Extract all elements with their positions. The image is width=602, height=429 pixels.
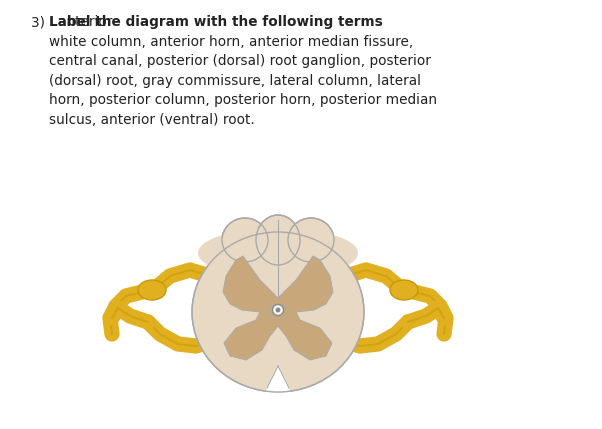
Ellipse shape [192,232,364,392]
Text: 3): 3) [31,15,50,29]
Ellipse shape [266,304,290,320]
Text: Label the diagram with the following terms: Label the diagram with the following ter… [49,15,383,29]
Ellipse shape [138,280,166,300]
Circle shape [273,305,284,315]
Polygon shape [223,256,333,360]
Text: : anterior
white column, anterior horn, anterior median fissure,
central canal, : : anterior white column, anterior horn, … [49,15,438,127]
Ellipse shape [222,218,268,262]
Ellipse shape [256,215,300,265]
Circle shape [276,308,281,312]
Ellipse shape [288,218,334,262]
Ellipse shape [390,280,418,300]
Polygon shape [267,366,289,392]
Ellipse shape [198,228,358,278]
